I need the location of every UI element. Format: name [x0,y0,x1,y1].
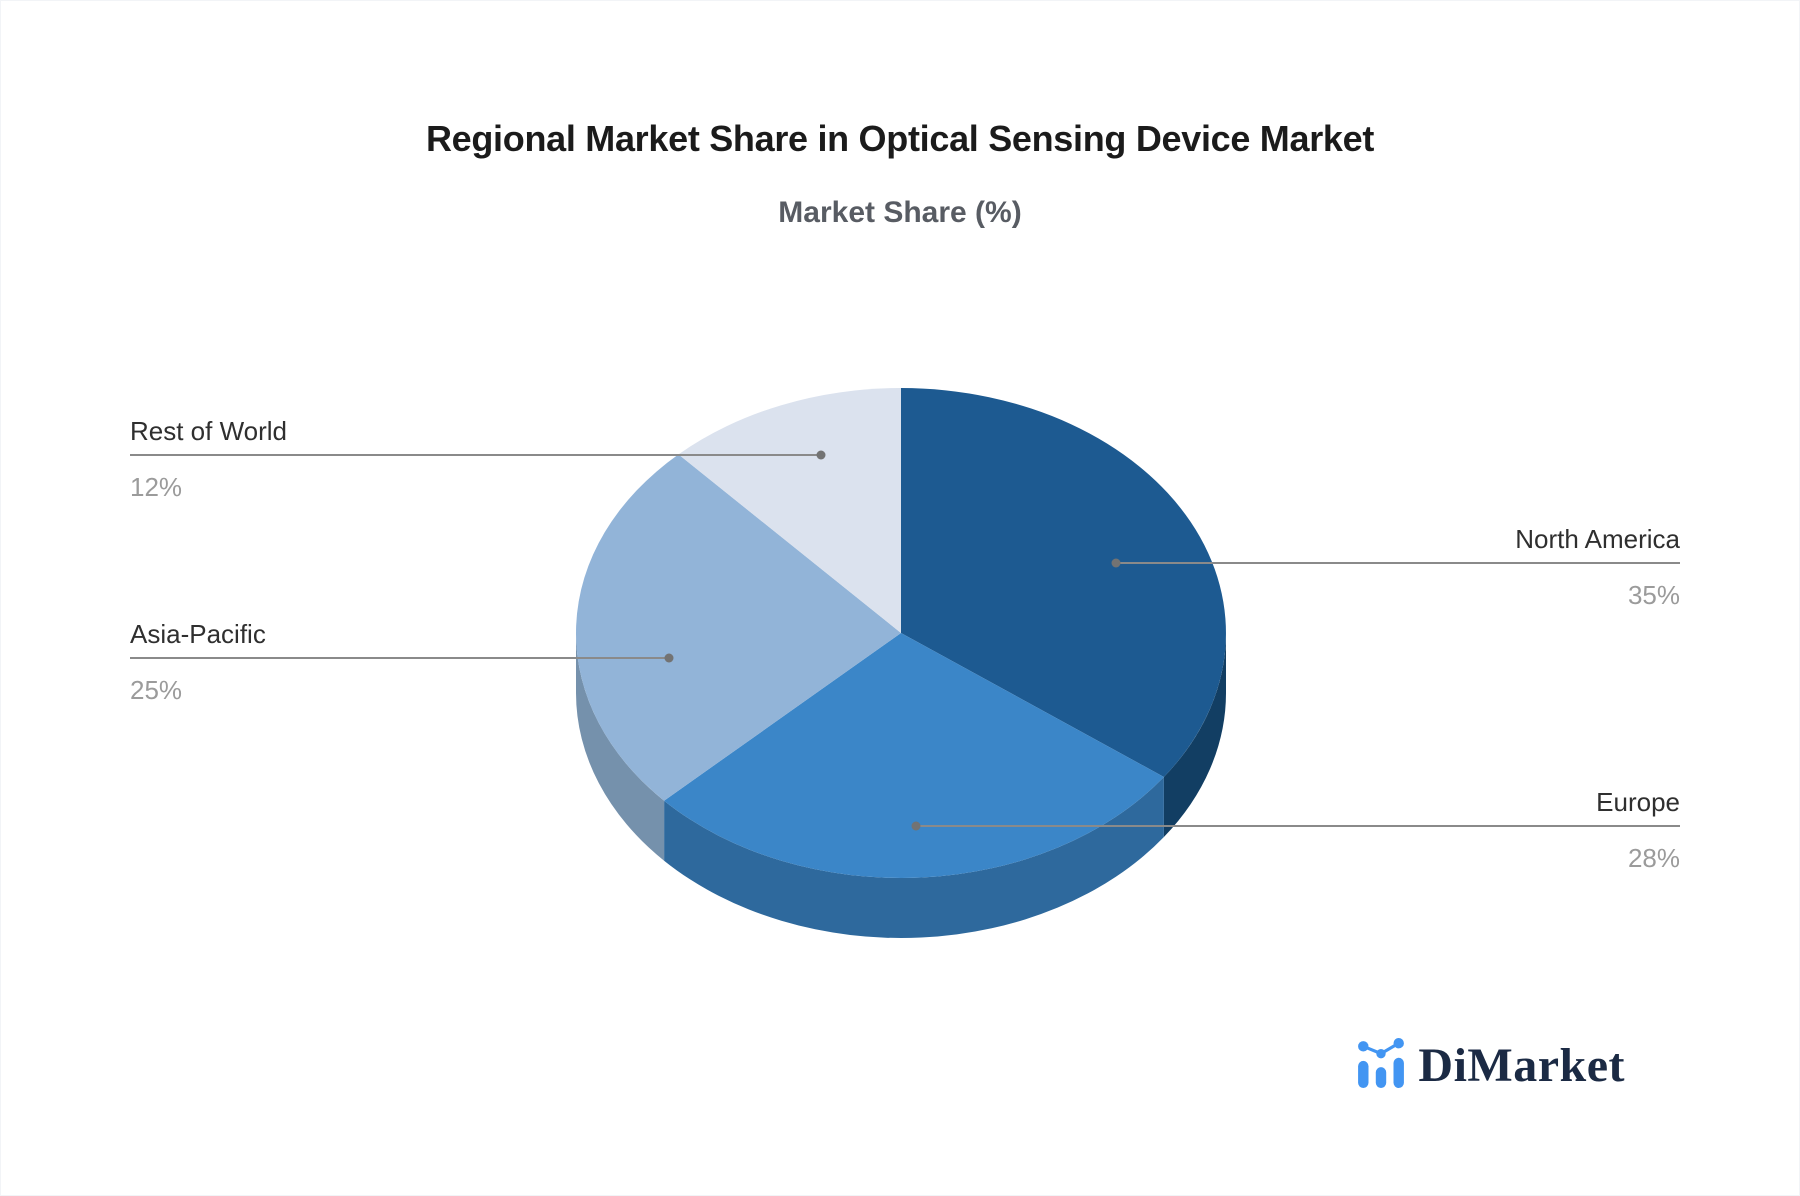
label-asia-pacific: Asia-Pacific [130,619,266,649]
chart-subtitle: Market Share (%) [778,196,1022,229]
dimarket-logo: DiMarket [1358,1038,1625,1090]
value-asia-pacific: 25% [130,675,183,705]
value-europe: 28% [1627,843,1680,873]
pie-side-north-america [1163,633,1226,837]
pie-side-europe [664,777,1164,938]
leader-dot-rest-of-world [816,450,826,460]
value-rest-of-world: 12% [130,472,183,502]
value-north-america: 35% [1627,580,1680,610]
label-north-america: North America [1515,524,1680,554]
leader-dot-europe [911,821,921,831]
pie-slice-europe[interactable] [664,633,1164,878]
label-rest-of-world: Rest of World [130,416,288,446]
pie-slice-asia-pacific[interactable] [576,454,901,801]
leader-dot-north-america [1111,558,1121,568]
leader-dot-asia-pacific [664,653,674,663]
dimarket-logo-text: DiMarket [1418,1039,1625,1092]
pie-slice-rest-of-world[interactable] [678,388,902,633]
label-europe: Europe [1596,787,1680,817]
pie-side-asia-pacific [576,633,665,861]
chart-title: Regional Market Share in Optical Sensing… [425,118,1375,159]
pie-slice-north-america[interactable] [901,388,1226,777]
bar-line-chart-logo-icon [1358,1038,1405,1088]
